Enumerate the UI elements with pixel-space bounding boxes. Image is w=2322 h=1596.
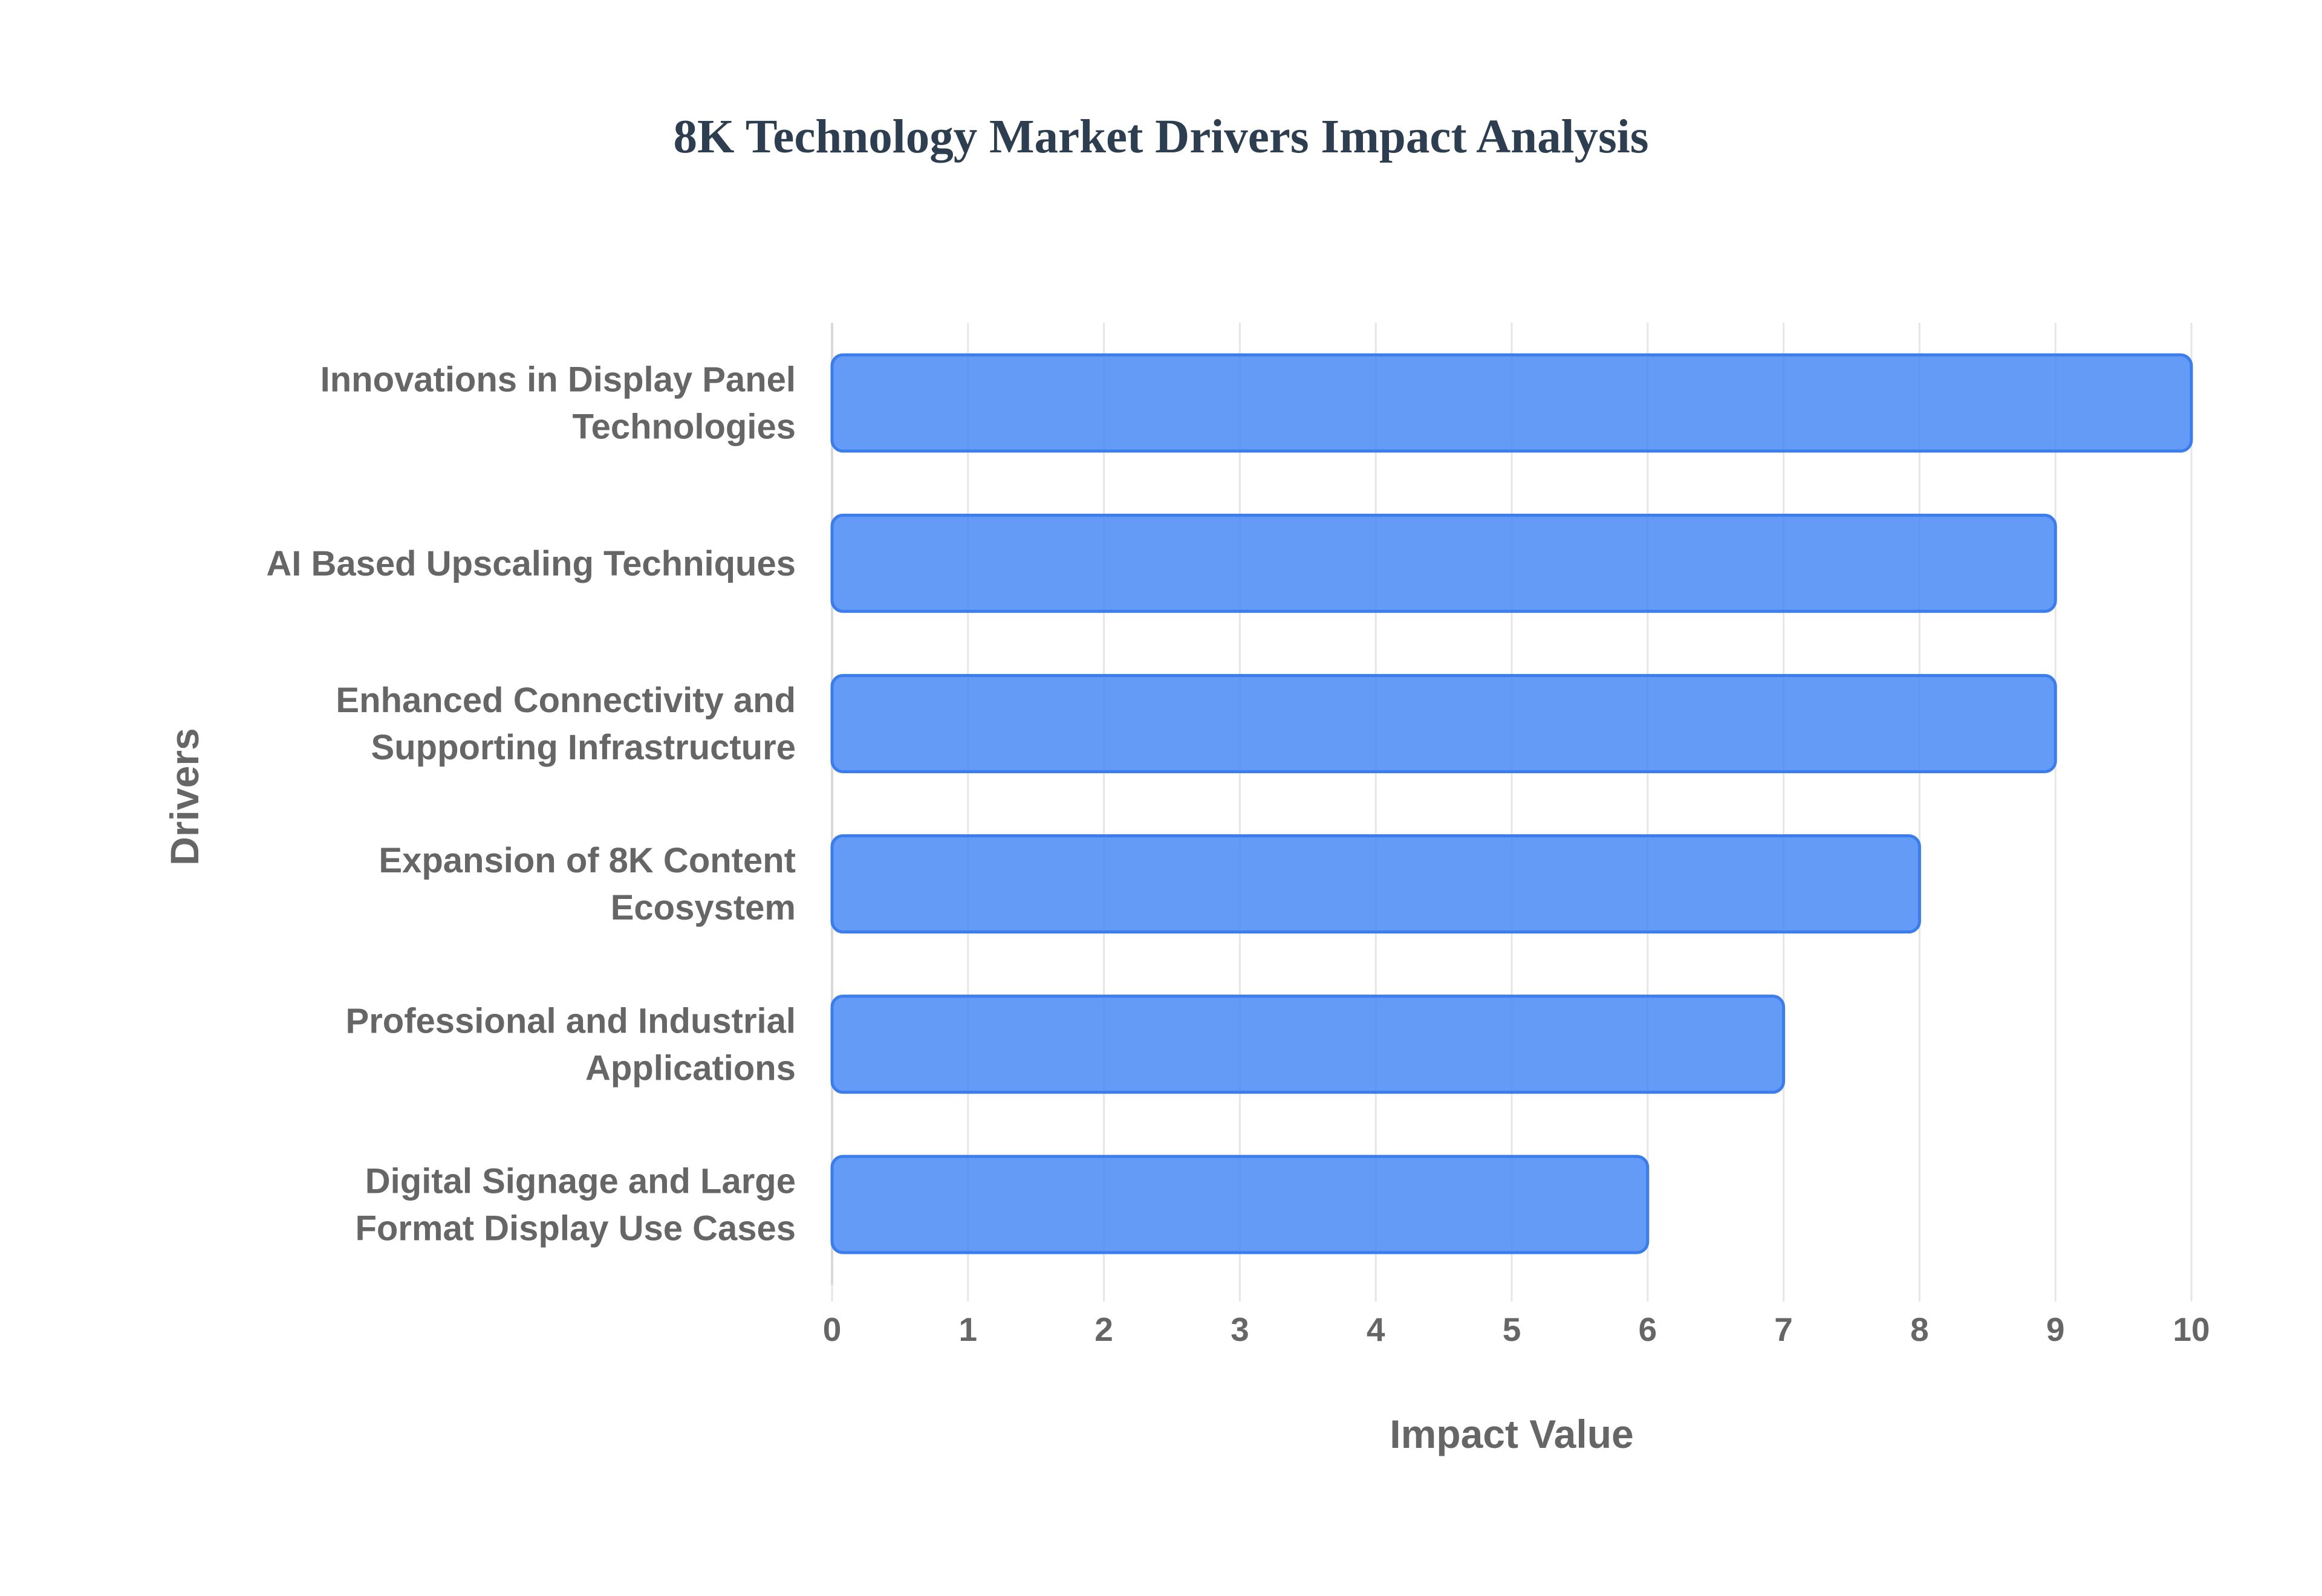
bar (830, 673, 2057, 773)
x-tick-label: 5 (1503, 1311, 1521, 1348)
x-tick-label: 10 (2173, 1311, 2210, 1348)
category-label-line: Enhanced Connectivity and (336, 681, 796, 720)
category-label: Innovations in Display Panel Technologies (320, 360, 796, 447)
x-tick-label: 8 (1910, 1311, 1929, 1348)
grid-lines (831, 323, 2193, 1302)
x-axis-title: Impact Value (1390, 1412, 1634, 1456)
category-labels: Innovations in Display Panel Technologies… (266, 360, 796, 1248)
bar (830, 353, 2193, 453)
x-tick-label: 2 (1094, 1311, 1113, 1348)
x-tick-label: 7 (1774, 1311, 1793, 1348)
category-label-line: Digital Signage and Large (365, 1161, 796, 1201)
x-tick-label: 9 (2046, 1311, 2065, 1348)
category-label-line: Expansion of 8K Content (379, 841, 796, 880)
y-axis-title: Drivers (162, 728, 207, 866)
bar (830, 1155, 1650, 1254)
category-label: Enhanced Connectivity and Supporting Infr… (336, 681, 796, 767)
bar (830, 834, 1921, 934)
bar (830, 994, 1786, 1094)
x-tick-label: 6 (1639, 1311, 1657, 1348)
category-label-line: Format Display Use Cases (355, 1208, 796, 1248)
category-label-line: Professional and Industrial (346, 1001, 796, 1040)
category-label-line: Technologies (572, 407, 796, 447)
x-tick-label: 1 (959, 1311, 978, 1348)
x-tick-labels: 0 1 2 3 4 5 6 7 8 9 10 (823, 1311, 2210, 1348)
x-tick-label: 4 (1367, 1311, 1385, 1348)
category-label-line: Applications (585, 1048, 796, 1088)
x-tick-label: 3 (1231, 1311, 1249, 1348)
bar (830, 513, 2057, 613)
category-label-line: Innovations in Display Panel (320, 360, 796, 400)
x-tick-label: 0 (823, 1311, 842, 1348)
category-label-line: AI Based Upscaling Techniques (266, 544, 796, 583)
category-label: AI Based Upscaling Techniques (266, 544, 796, 583)
category-label-line: Supporting Infrastructure (371, 728, 796, 767)
bars (830, 353, 2193, 1254)
category-label: Professional and Industrial Applications (346, 1001, 796, 1088)
category-label: Expansion of 8K Content Ecosystem (379, 841, 796, 927)
category-label: Digital Signage and Large Format Display … (355, 1161, 796, 1248)
category-label-line: Ecosystem (611, 888, 796, 927)
chart-title: 8K Technology Market Drivers Impact Anal… (674, 111, 1649, 163)
